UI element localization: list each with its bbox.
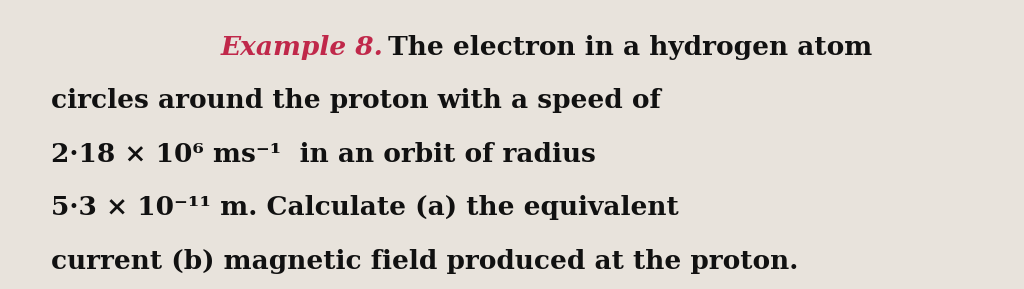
- Text: 2·18 × 10⁶ ms⁻¹  in an orbit of radius: 2·18 × 10⁶ ms⁻¹ in an orbit of radius: [51, 142, 596, 167]
- Text: current (b) magnetic field produced at the proton.: current (b) magnetic field produced at t…: [51, 249, 799, 274]
- Text: The electron in a hydrogen atom: The electron in a hydrogen atom: [379, 35, 872, 60]
- Text: Example 8.: Example 8.: [220, 35, 383, 60]
- Text: circles around the proton with a speed of: circles around the proton with a speed o…: [51, 88, 660, 113]
- Text: 5·3 × 10⁻¹¹ m. Calculate (a) the equivalent: 5·3 × 10⁻¹¹ m. Calculate (a) the equival…: [51, 195, 679, 220]
